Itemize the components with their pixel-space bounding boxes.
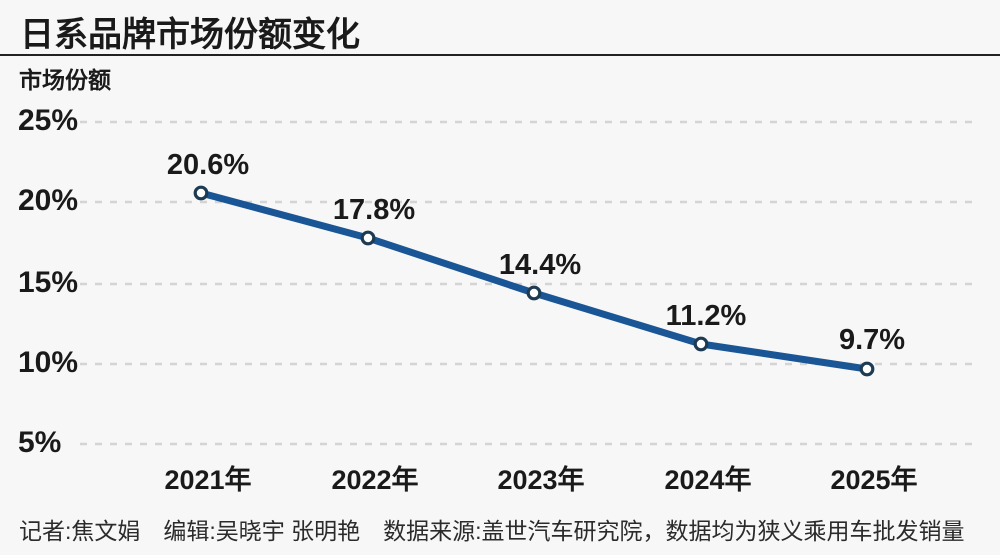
svg-text:20.6%: 20.6% [167,149,249,181]
svg-text:25%: 25% [18,104,78,137]
svg-text:2024年: 2024年 [664,464,751,495]
svg-text:2023年: 2023年 [497,464,584,495]
svg-text:15%: 15% [18,266,78,299]
svg-text:17.8%: 17.8% [333,194,415,226]
svg-text:2021年: 2021年 [164,464,251,495]
svg-text:9.7%: 9.7% [839,324,905,356]
svg-text:10%: 10% [18,346,78,379]
svg-text:14.4%: 14.4% [499,249,581,281]
svg-text:20%: 20% [18,184,78,217]
svg-text:11.2%: 11.2% [666,300,747,332]
svg-text:2022年: 2022年 [331,464,418,495]
svg-text:5%: 5% [18,426,61,459]
svg-text:2025年: 2025年 [830,464,917,495]
